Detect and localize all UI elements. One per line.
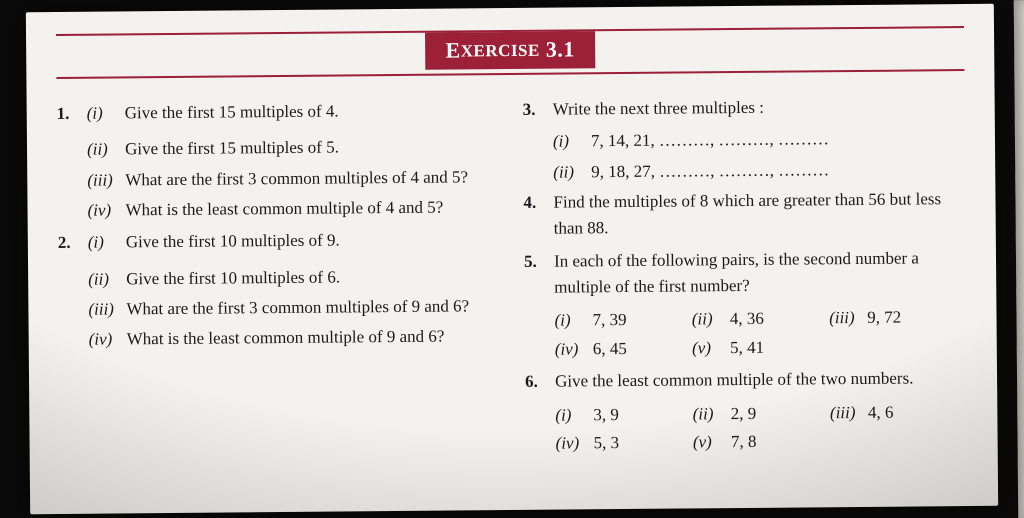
sub-text: What are the first 3 common multiples of…	[125, 164, 468, 193]
left-column: 1. (i)Give the first 15 multiples of 4. …	[57, 97, 502, 463]
banner-text-small: XERCISE	[461, 41, 540, 61]
question-number: 4.	[523, 190, 553, 243]
sub-text: 7, 14, 21, ………, ………, ………	[591, 127, 829, 155]
question-2: 2. (i)Give the first 10 multiples of 9.	[58, 226, 500, 260]
opt-text: 3, 9	[593, 401, 619, 430]
option: (i)3, 9	[555, 400, 693, 430]
textbook-page: EXERCISE 3.1 1. (i)Give the first 15 mul…	[26, 4, 998, 514]
opt-label: (iv)	[555, 336, 593, 365]
right-column: 3. Write the next three multiples : (i)7…	[523, 93, 968, 459]
sub-item: (i)7, 14, 21, ………, ………, ………	[553, 125, 965, 155]
opt-text: 2, 9	[731, 399, 757, 428]
banner-text-num: 3.1	[540, 36, 575, 61]
question-number: 1.	[57, 101, 87, 132]
question-number: 2.	[58, 230, 88, 261]
sub-item: (i)Give the first 10 multiples of 9.	[88, 226, 500, 256]
opt-text: 5, 41	[730, 334, 764, 363]
sub-item: (iv)What is the least common multiple of…	[89, 324, 501, 354]
opt-label: (v)	[693, 429, 731, 458]
sub-item: (iv)What is the least common multiple of…	[87, 194, 499, 224]
option: (i)7, 39	[554, 306, 692, 336]
question-6: 6. Give the least common multiple of the…	[525, 365, 967, 395]
opt-text: 9, 72	[867, 304, 901, 333]
sub-item: (i)Give the first 15 multiples of 4.	[87, 97, 499, 127]
opt-text: 4, 36	[730, 305, 764, 334]
sub-label: (ii)	[87, 137, 125, 164]
sub-label: (iii)	[88, 296, 126, 323]
question-1-subs: (ii)Give the first 15 multiples of 5. (i…	[57, 133, 500, 224]
question-6-options: (i)3, 9 (ii)2, 9 (iii)4, 6 (iv)5, 3 (v)7…	[525, 398, 967, 460]
opt-label: (i)	[555, 401, 593, 430]
question-text: Write the next three multiples :	[553, 95, 765, 123]
sub-item: (ii)Give the first 15 multiples of 5.	[87, 133, 499, 163]
content-columns: 1. (i)Give the first 15 multiples of 4. …	[57, 93, 968, 463]
sub-label: (i)	[553, 129, 591, 156]
sub-item: (iii)What are the first 3 common multipl…	[88, 293, 500, 323]
opt-label: (i)	[554, 307, 592, 336]
sub-text: Give the first 10 multiples of 6.	[126, 264, 340, 292]
opt-text: 6, 45	[593, 335, 627, 364]
sub-label: (iv)	[89, 327, 127, 354]
option: (v)5, 41	[692, 334, 830, 364]
opt-label: (ii)	[692, 306, 730, 335]
opt-text: 7, 39	[592, 306, 626, 335]
question-text: Find the multiples of 8 which are greate…	[553, 186, 965, 242]
question-3: 3. Write the next three multiples :	[523, 93, 965, 123]
question-number: 3.	[523, 97, 553, 124]
sub-text: What is the least common multiple of 4 a…	[125, 195, 443, 224]
option: (ii)2, 9	[693, 399, 831, 429]
opt-label: (ii)	[693, 400, 731, 429]
option: (iii)9, 72	[829, 303, 967, 333]
question-1: 1. (i)Give the first 15 multiples of 4.	[57, 97, 499, 131]
sub-item: (ii)Give the first 10 multiples of 6.	[88, 263, 500, 293]
sub-label: (iii)	[87, 167, 125, 194]
opt-text: 5, 3	[593, 429, 619, 458]
sub-text: Give the first 15 multiples of 5.	[125, 135, 339, 163]
question-number: 5.	[524, 248, 554, 301]
option: (iv)5, 3	[555, 429, 693, 459]
sub-text: 9, 18, 27, ………, ………, ………	[591, 157, 829, 185]
option: (iii)4, 6	[830, 398, 968, 428]
opt-label: (iii)	[829, 304, 867, 333]
sub-label: (ii)	[553, 159, 591, 186]
question-5: 5. In each of the following pairs, is th…	[524, 245, 966, 302]
exercise-banner: EXERCISE 3.1	[425, 31, 595, 69]
sub-label: (ii)	[88, 266, 126, 293]
sub-text: Give the first 15 multiples of 4.	[125, 99, 339, 127]
facing-page: 1.	[1014, 0, 1024, 518]
sub-label: (i)	[87, 100, 125, 127]
opt-text: 7, 8	[731, 428, 757, 457]
question-3-subs: (i)7, 14, 21, ………, ………, ……… (ii)9, 18, 2…	[523, 125, 965, 186]
opt-label: (iii)	[830, 398, 868, 427]
question-text: In each of the following pairs, is the s…	[554, 245, 966, 301]
option: (iv)6, 45	[555, 335, 693, 365]
banner-text-cap: E	[445, 37, 460, 62]
opt-text: 4, 6	[868, 398, 894, 427]
sub-label: (i)	[88, 230, 126, 257]
opt-label: (iv)	[555, 430, 593, 459]
sub-item: (iii)What are the first 3 common multipl…	[87, 164, 499, 194]
sub-label: (iv)	[87, 197, 125, 224]
sub-text: What is the least common multiple of 9 a…	[127, 324, 445, 353]
exercise-header: EXERCISE 3.1	[56, 28, 964, 73]
option: (v)7, 8	[693, 428, 831, 458]
sub-item: (ii)9, 18, 27, ………, ………, ………	[553, 156, 965, 186]
question-5-options: (i)7, 39 (ii)4, 36 (iii)9, 72 (iv)6, 45 …	[524, 303, 966, 365]
sub-text: Give the first 10 multiples of 9.	[126, 228, 340, 256]
opt-label: (v)	[692, 334, 730, 363]
question-number: 6.	[525, 369, 555, 396]
question-2-subs: (ii)Give the first 10 multiples of 6. (i…	[58, 263, 501, 354]
sub-text: What are the first 3 common multiples of…	[126, 293, 469, 322]
option: (ii)4, 36	[692, 305, 830, 335]
question-text: Give the least common multiple of the tw…	[555, 366, 914, 395]
question-4: 4. Find the multiples of 8 which are gre…	[523, 186, 965, 243]
